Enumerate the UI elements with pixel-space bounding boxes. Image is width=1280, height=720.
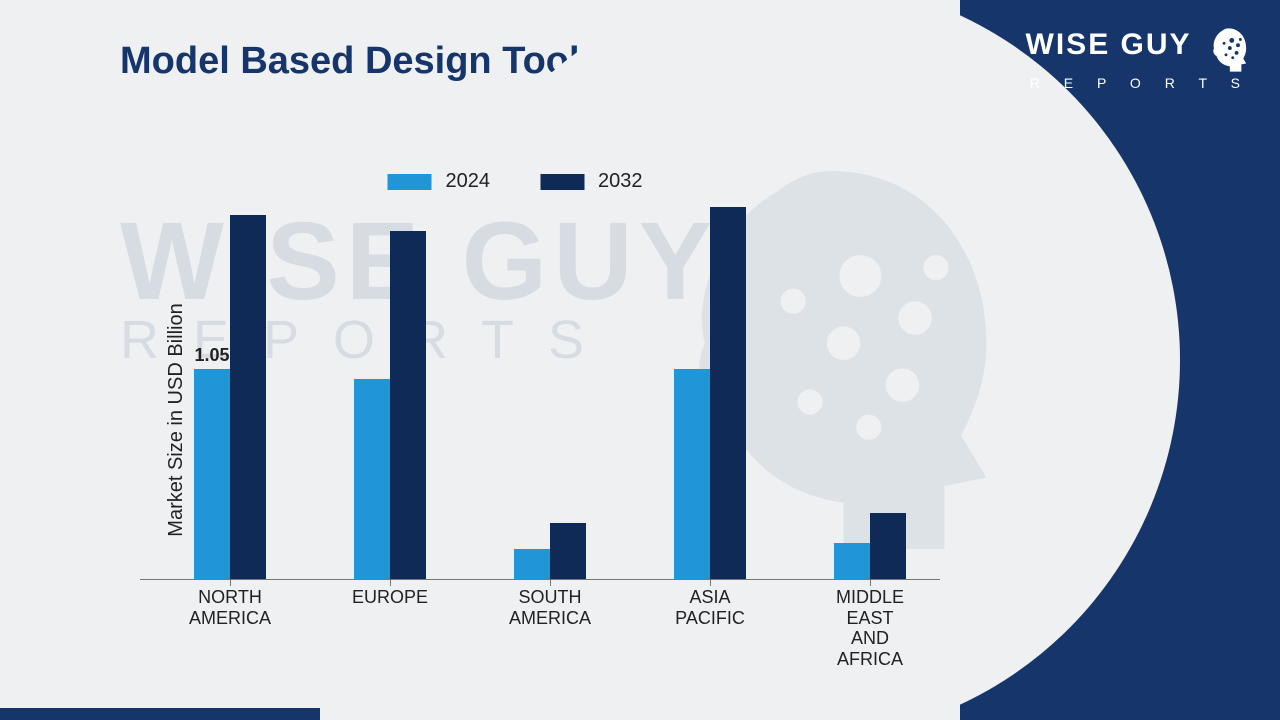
legend-item-2032: 2032	[540, 170, 643, 193]
bar-2032	[230, 215, 266, 579]
chart-legend: 2024 2032	[388, 170, 643, 193]
chart-container: Market Size in USD Billion 2024 2032 NOR…	[80, 170, 950, 670]
x-tick-mark	[710, 579, 711, 586]
logo-line-2: R E P O R T S	[1026, 76, 1250, 91]
x-tick-mark	[390, 579, 391, 586]
bar-2024	[354, 379, 390, 579]
bar-group: ASIAPACIFIC	[650, 207, 770, 579]
legend-swatch-2024	[388, 174, 432, 190]
bar-2032	[550, 523, 586, 579]
x-tick-mark	[550, 579, 551, 586]
bar-2024	[514, 549, 550, 579]
bottom-accent-bar	[0, 708, 320, 720]
logo-line-1: WISE GUY	[1026, 29, 1192, 61]
x-tick-label: NORTHAMERICA	[160, 587, 300, 628]
bar-group: SOUTHAMERICA	[490, 523, 610, 579]
x-tick-label: SOUTHAMERICA	[480, 587, 620, 628]
logo-head-icon	[1202, 26, 1250, 74]
x-tick-label: ASIAPACIFIC	[640, 587, 780, 628]
x-tick-mark	[230, 579, 231, 586]
bar-2024	[194, 369, 230, 579]
bar-value-label: 1.05	[194, 345, 229, 366]
brand-logo: WISE GUY R E P O R T S	[1026, 26, 1250, 91]
x-tick-label: MIDDLEEASTANDAFRICA	[800, 587, 940, 670]
bar-2032	[870, 513, 906, 579]
chart-plot-area: NORTHAMERICA EUROPE SOUTHAMERICA ASIAPACIFI…	[140, 200, 940, 580]
legend-item-2024: 2024	[388, 170, 491, 193]
legend-label-2024: 2024	[446, 170, 491, 193]
legend-label-2032: 2032	[598, 170, 643, 193]
x-tick-mark	[870, 579, 871, 586]
bar-2032	[390, 231, 426, 579]
bar-2024	[674, 369, 710, 579]
x-tick-label: EUROPE	[320, 587, 460, 608]
bar-group: MIDDLEEASTANDAFRICA	[810, 513, 930, 579]
legend-swatch-2032	[540, 174, 584, 190]
bar-group: EUROPE	[330, 231, 450, 579]
bar-2024	[834, 543, 870, 579]
bar-group: NORTHAMERICA	[170, 215, 290, 579]
bar-2032	[710, 207, 746, 579]
